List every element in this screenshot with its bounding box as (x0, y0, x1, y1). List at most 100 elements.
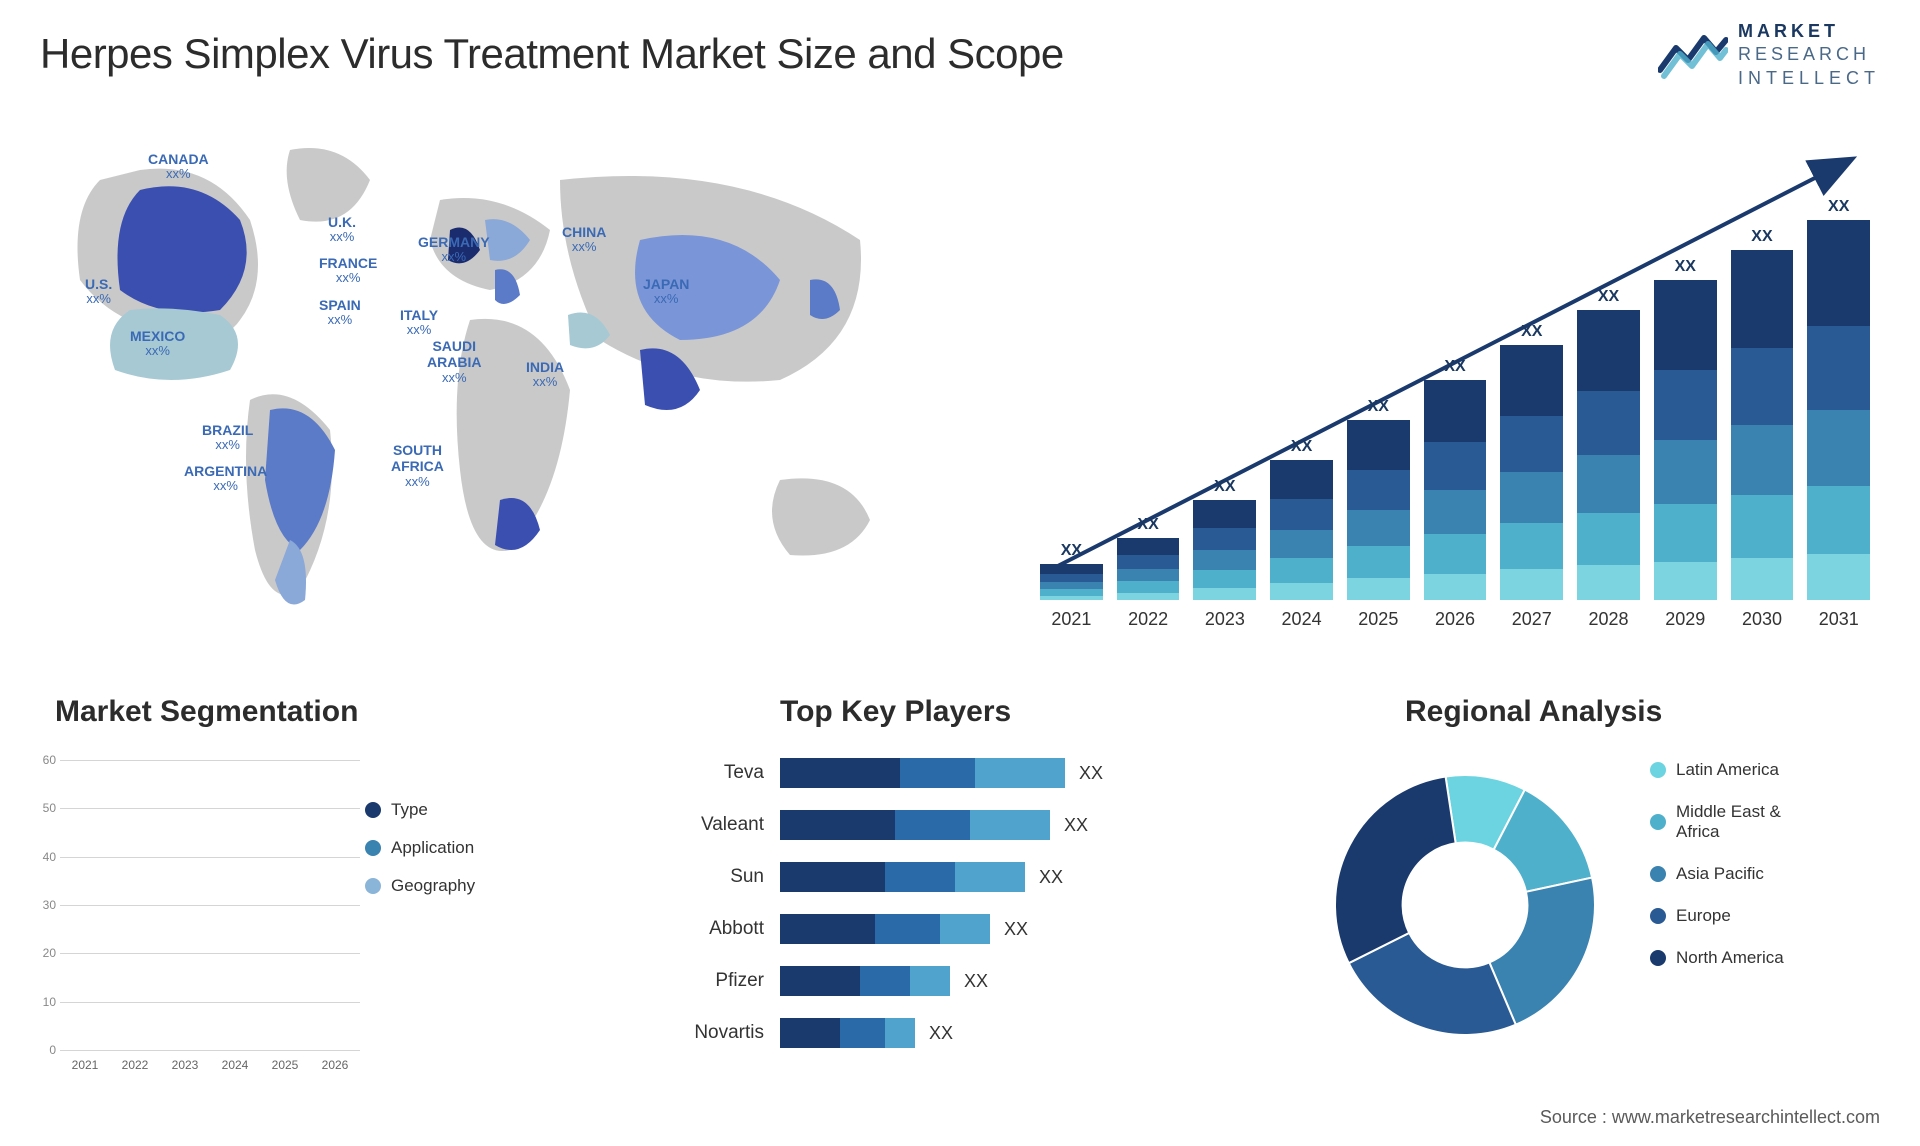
map-label: BRAZILxx% (202, 422, 253, 453)
legend-dot-icon (365, 878, 381, 894)
source-attribution: Source : www.marketresearchintellect.com (1540, 1107, 1880, 1128)
growth-bar: XX (1117, 516, 1180, 600)
logo-line1: MARKET (1738, 20, 1880, 43)
segmentation-chart: 0102030405060 202120222023202420252026 T… (10, 740, 510, 1080)
growth-bar: XX (1731, 228, 1794, 600)
legend-item: Geography (365, 876, 510, 896)
map-label: GERMANYxx% (418, 234, 490, 265)
seg-year: 2026 (322, 1058, 349, 1072)
growth-bar-label: XX (1751, 228, 1772, 246)
map-label: JAPANxx% (643, 276, 689, 307)
map-label: ITALYxx% (400, 307, 438, 338)
legend-dot-icon (1650, 866, 1666, 882)
key-player-name: Abbott (660, 918, 780, 940)
growth-bar-label: XX (1061, 542, 1082, 560)
growth-bar-label: XX (1368, 398, 1389, 416)
seg-year: 2025 (272, 1058, 299, 1072)
growth-bar-label: XX (1444, 358, 1465, 376)
legend-label: Application (391, 838, 474, 858)
key-player-row: ValeantXX (660, 802, 1270, 848)
regional-legend: Latin AmericaMiddle East & AfricaAsia Pa… (1650, 760, 1880, 990)
growth-bar: XX (1807, 198, 1870, 600)
growth-bar-label: XX (1291, 438, 1312, 456)
logo-line2: RESEARCH (1738, 43, 1880, 66)
legend-label: Asia Pacific (1676, 864, 1764, 884)
legend-dot-icon (1650, 950, 1666, 966)
growth-bar: XX (1500, 323, 1563, 600)
legend-item: Type (365, 800, 510, 820)
y-tick: 40 (43, 850, 56, 864)
key-player-bar (780, 862, 1025, 892)
key-player-value: XX (1039, 867, 1063, 888)
key-player-bar (780, 1018, 915, 1048)
growth-bar-label: XX (1214, 478, 1235, 496)
seg-year: 2021 (72, 1058, 99, 1072)
key-player-value: XX (1079, 763, 1103, 784)
key-player-bar (780, 758, 1065, 788)
map-label: U.K.xx% (328, 214, 356, 245)
y-tick: 20 (43, 946, 56, 960)
donut-slice (1335, 776, 1456, 963)
legend-label: Latin America (1676, 760, 1779, 780)
growth-bar: XX (1040, 542, 1103, 600)
growth-year: 2027 (1500, 609, 1563, 630)
key-player-name: Sun (660, 866, 780, 888)
legend-dot-icon (365, 840, 381, 856)
legend-item: North America (1650, 948, 1880, 968)
legend-dot-icon (365, 802, 381, 818)
growth-year: 2028 (1577, 609, 1640, 630)
growth-bar: XX (1193, 478, 1256, 600)
growth-bar-label: XX (1137, 516, 1158, 534)
segmentation-legend: Type Application Geography (365, 800, 510, 914)
key-player-name: Pfizer (660, 970, 780, 992)
key-player-row: Pfizer XX (660, 958, 1270, 1004)
legend-dot-icon (1650, 814, 1666, 830)
key-player-bar (780, 914, 990, 944)
legend-item: Europe (1650, 906, 1880, 926)
regional-analysis: Latin AmericaMiddle East & AfricaAsia Pa… (1300, 750, 1880, 1080)
map-label: SOUTH AFRICAxx% (391, 442, 444, 489)
growth-bar-label: XX (1598, 288, 1619, 306)
map-label: INDIAxx% (526, 359, 564, 390)
legend-item: Asia Pacific (1650, 864, 1880, 884)
map-label: SPAINxx% (319, 297, 361, 328)
growth-year: 2025 (1347, 609, 1410, 630)
growth-bar: XX (1577, 288, 1640, 600)
y-tick: 60 (43, 753, 56, 767)
seg-year: 2024 (222, 1058, 249, 1072)
map-label: SAUDI ARABIAxx% (427, 338, 481, 385)
seg-year: 2023 (172, 1058, 199, 1072)
key-player-name: Novartis (660, 1022, 780, 1044)
growth-chart: XXXXXXXXXXXXXXXXXXXXXX 20212022202320242… (1020, 140, 1880, 630)
growth-bar: XX (1424, 358, 1487, 600)
growth-year: 2031 (1807, 609, 1870, 630)
logo-mark-icon (1658, 30, 1728, 80)
key-player-bar (780, 810, 1050, 840)
key-player-name: Valeant (660, 814, 780, 836)
regional-donut (1320, 760, 1610, 1050)
y-tick: 10 (43, 995, 56, 1009)
key-players-title: Top Key Players (780, 695, 1011, 729)
key-player-value: XX (1004, 919, 1028, 940)
page-title: Herpes Simplex Virus Treatment Market Si… (40, 30, 1064, 78)
map-label: CANADAxx% (148, 151, 209, 182)
map-label: U.S.xx% (85, 276, 112, 307)
key-player-row: Sun XX (660, 854, 1270, 900)
map-label: ARGENTINAxx% (184, 463, 267, 494)
map-label: CHINAxx% (562, 224, 606, 255)
key-player-row: Abbott XX (660, 906, 1270, 952)
seg-year: 2022 (122, 1058, 149, 1072)
growth-year: 2026 (1424, 609, 1487, 630)
legend-dot-icon (1650, 762, 1666, 778)
world-map: CANADAxx%U.S.xx%MEXICOxx%BRAZILxx%ARGENT… (40, 120, 940, 640)
growth-year: 2021 (1040, 609, 1103, 630)
legend-label: Type (391, 800, 428, 820)
legend-label: Europe (1676, 906, 1731, 926)
legend-item: Latin America (1650, 760, 1880, 780)
key-player-value: XX (964, 971, 988, 992)
growth-year: 2022 (1117, 609, 1180, 630)
growth-bar-label: XX (1828, 198, 1849, 216)
brand-logo: MARKET RESEARCH INTELLECT (1658, 20, 1880, 90)
growth-year: 2029 (1654, 609, 1717, 630)
growth-year: 2024 (1270, 609, 1333, 630)
